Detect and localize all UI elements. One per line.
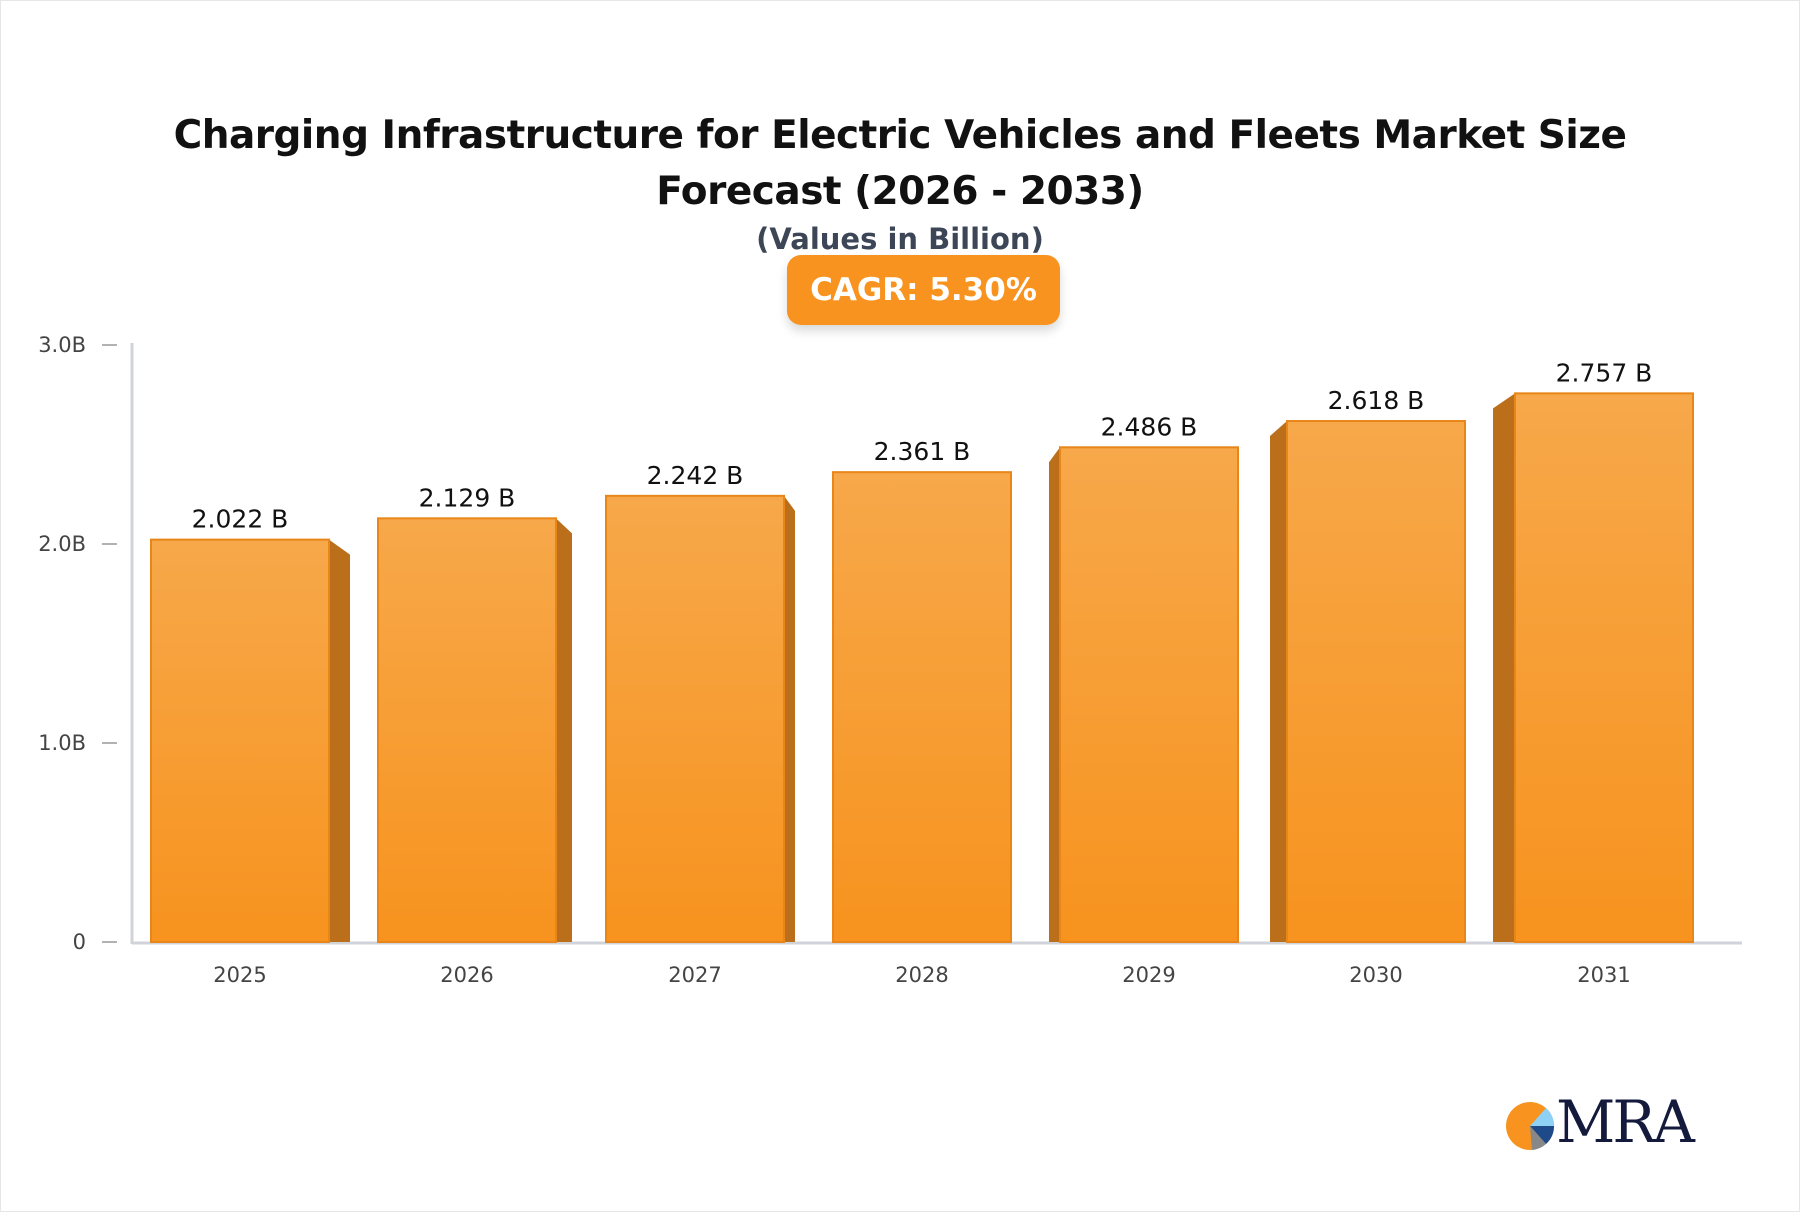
- mra-logo: MRA: [1506, 1088, 1706, 1156]
- y-tick-label: 0: [73, 930, 86, 954]
- bar-side: [1049, 447, 1060, 942]
- bar-value-label: 2.242 B: [647, 461, 744, 490]
- bar: [1059, 446, 1239, 943]
- bar: [150, 538, 330, 943]
- bar-side: [1270, 421, 1287, 942]
- bar: [605, 494, 785, 943]
- x-tick-label: 2030: [1349, 963, 1402, 987]
- bar-side: [556, 518, 572, 942]
- bar: [832, 471, 1012, 943]
- x-tick-label: 2029: [1122, 963, 1175, 987]
- x-tick-label: 2031: [1577, 963, 1630, 987]
- logo-text: MRA: [1556, 1088, 1695, 1156]
- logo-pie-icon: [1506, 1102, 1555, 1150]
- x-tick-label: 2025: [213, 963, 266, 987]
- bar-value-label: 2.022 B: [192, 505, 289, 534]
- x-tick-label: 2026: [440, 963, 493, 987]
- chart-title: Charging Infrastructure for Electric Veh…: [173, 113, 1627, 214]
- bar-value-label: 2.757 B: [1556, 358, 1653, 387]
- bar-side: [1493, 393, 1515, 942]
- bar-side: [329, 539, 350, 942]
- x-tick-label: 2028: [895, 963, 948, 987]
- bar-side: [784, 495, 795, 942]
- y-tick-label: 3.0B: [38, 333, 86, 357]
- chart-subtitle: (Values in Billion): [756, 222, 1044, 256]
- bar: [1514, 392, 1694, 943]
- cagr-badge: CAGR: 5.30%: [787, 255, 1060, 325]
- bar-value-label: 2.361 B: [874, 437, 971, 466]
- bar: [377, 517, 557, 943]
- x-tick-label: 2027: [668, 963, 721, 987]
- bar-value-label: 2.486 B: [1101, 412, 1198, 441]
- y-tick-label: 2.0B: [38, 532, 86, 556]
- bar: [1286, 420, 1466, 943]
- y-tick-label: 1.0B: [38, 731, 86, 755]
- bar-value-label: 2.618 B: [1328, 386, 1425, 415]
- bar-value-label: 2.129 B: [419, 483, 516, 512]
